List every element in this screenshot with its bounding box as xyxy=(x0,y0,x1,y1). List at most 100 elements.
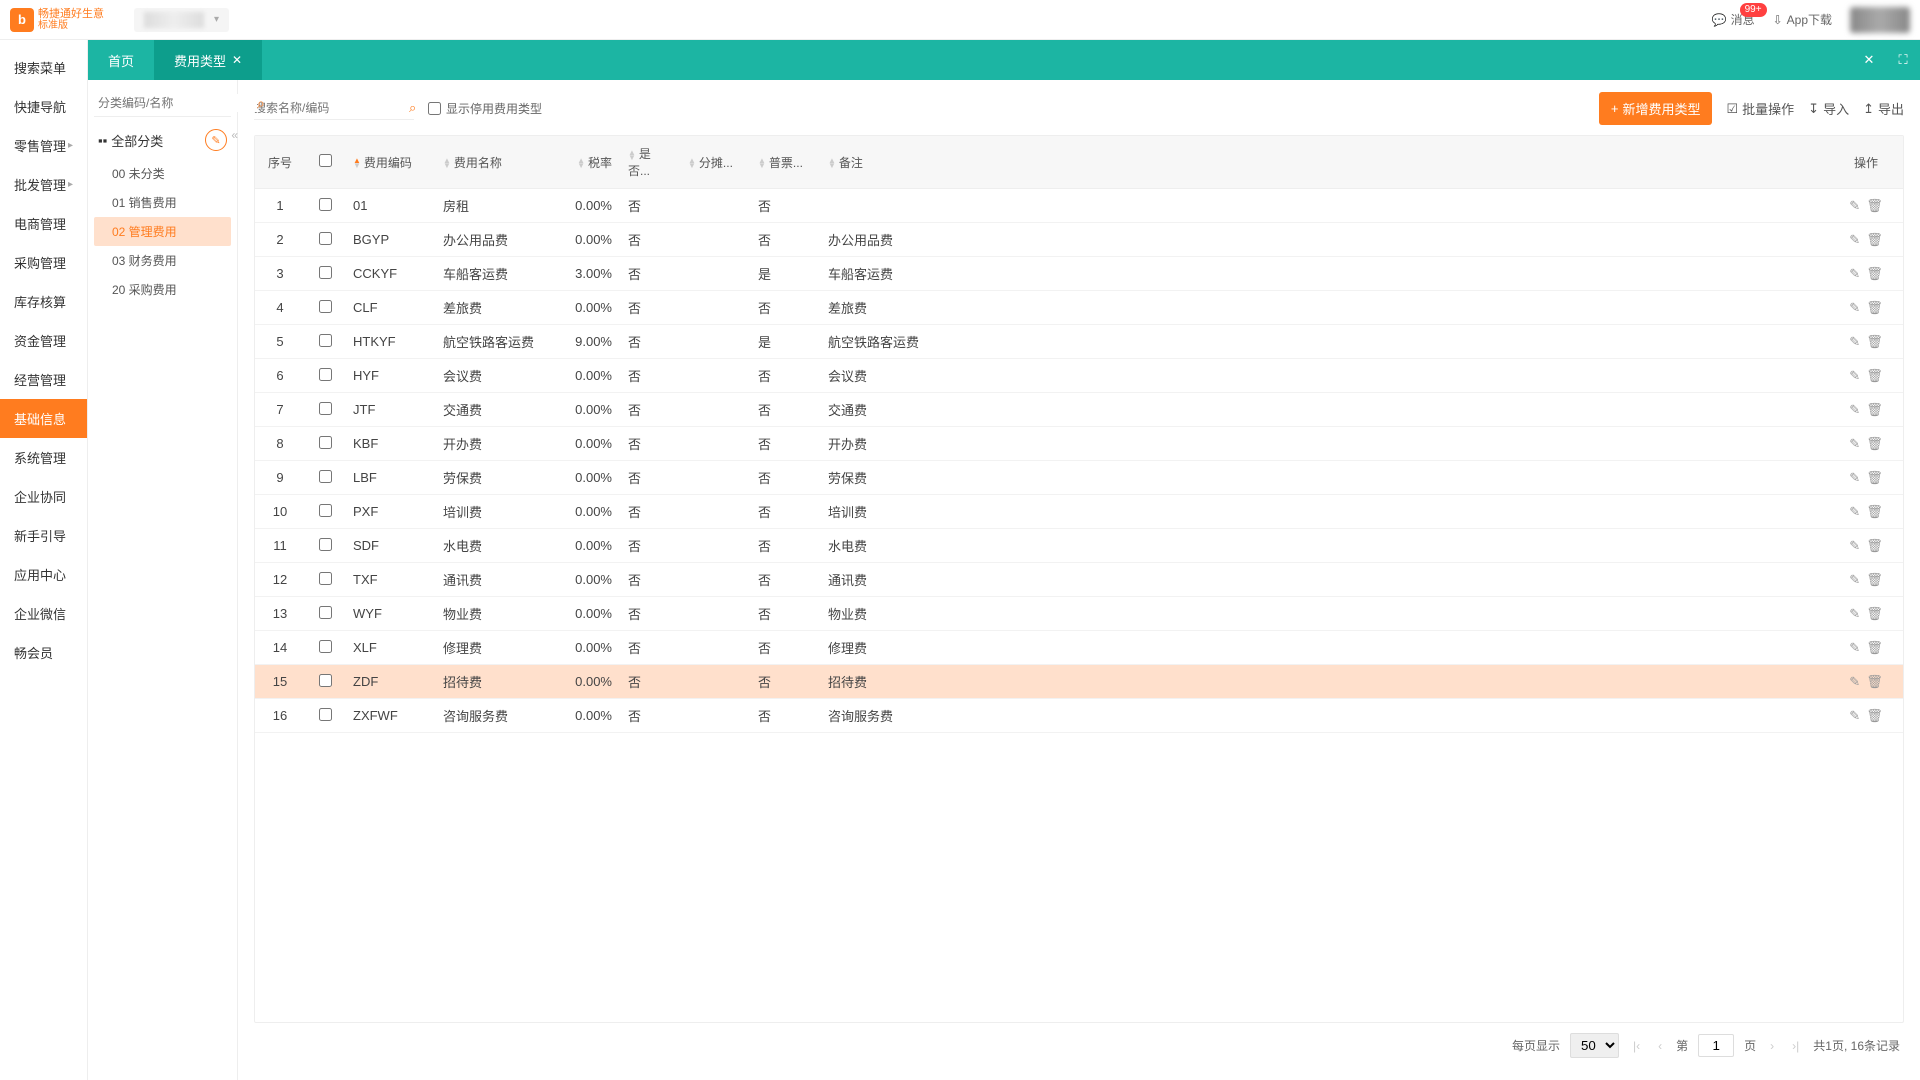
row-checkbox[interactable] xyxy=(319,300,332,313)
delete-icon[interactable]: 🗑 xyxy=(1866,606,1883,621)
fullscreen-button[interactable]: ⛶ xyxy=(1886,40,1920,80)
table-row[interactable]: 2BGYP办公用品费0.00%否否办公用品费✎🗑 xyxy=(255,223,1903,257)
delete-icon[interactable]: 🗑 xyxy=(1866,402,1883,417)
category-item[interactable]: 00 未分类 xyxy=(94,159,231,188)
category-search-input[interactable] xyxy=(94,94,257,112)
delete-icon[interactable]: 🗑 xyxy=(1866,640,1883,655)
edit-icon[interactable]: ✎ xyxy=(1849,266,1860,281)
delete-icon[interactable]: 🗑 xyxy=(1866,674,1883,689)
delete-icon[interactable]: 🗑 xyxy=(1866,198,1883,213)
row-checkbox[interactable] xyxy=(319,708,332,721)
row-checkbox[interactable] xyxy=(319,266,332,279)
row-checkbox[interactable] xyxy=(319,606,332,619)
search-icon[interactable]: ⌕ xyxy=(257,95,265,112)
sidebar-item[interactable]: 新手引导 xyxy=(0,516,87,555)
row-checkbox[interactable] xyxy=(319,538,332,551)
edit-icon[interactable]: ✎ xyxy=(1849,640,1860,655)
edit-icon[interactable]: ✎ xyxy=(1849,232,1860,247)
table-row[interactable]: 10PXF培训费0.00%否否培训费✎🗑 xyxy=(255,495,1903,529)
edit-icon[interactable]: ✎ xyxy=(1849,198,1860,213)
delete-icon[interactable]: 🗑 xyxy=(1866,504,1883,519)
pager-first-button[interactable]: |‹ xyxy=(1629,1039,1644,1053)
table-row[interactable]: 14XLF修理费0.00%否否修理费✎🗑 xyxy=(255,631,1903,665)
edit-icon[interactable]: ✎ xyxy=(1849,470,1860,485)
row-checkbox[interactable] xyxy=(319,470,332,483)
pager-prev-button[interactable]: ‹ xyxy=(1654,1039,1666,1053)
edit-icon[interactable]: ✎ xyxy=(1849,674,1860,689)
tab-close-all-button[interactable]: ✕ xyxy=(1852,40,1886,80)
sidebar-item[interactable]: 批发管理▸ xyxy=(0,165,87,204)
col-select-all[interactable] xyxy=(305,136,345,189)
col-remark[interactable]: ▲▼备注 xyxy=(820,136,1829,189)
category-edit-button[interactable]: ✎ xyxy=(205,129,227,151)
batch-button[interactable]: ☑ 批量操作 xyxy=(1726,99,1794,118)
add-button[interactable]: + 新增费用类型 xyxy=(1599,92,1713,125)
table-row[interactable]: 4CLF差旅费0.00%否否差旅费✎🗑 xyxy=(255,291,1903,325)
edit-icon[interactable]: ✎ xyxy=(1849,368,1860,383)
show-disabled-input[interactable] xyxy=(428,102,441,115)
sidebar-item[interactable]: 企业协同 xyxy=(0,477,87,516)
table-row[interactable]: 101房租0.00%否否✎🗑 xyxy=(255,189,1903,223)
delete-icon[interactable]: 🗑 xyxy=(1866,470,1883,485)
sidebar-item[interactable]: 资金管理 xyxy=(0,321,87,360)
delete-icon[interactable]: 🗑 xyxy=(1866,708,1883,723)
delete-icon[interactable]: 🗑 xyxy=(1866,300,1883,315)
edit-icon[interactable]: ✎ xyxy=(1849,300,1860,315)
table-row[interactable]: 3CCKYF车船客运费3.00%否是车船客运费✎🗑 xyxy=(255,257,1903,291)
col-code[interactable]: ▲▼费用编码 xyxy=(345,136,435,189)
edit-icon[interactable]: ✎ xyxy=(1849,334,1860,349)
sidebar-item[interactable]: 零售管理▸ xyxy=(0,126,87,165)
delete-icon[interactable]: 🗑 xyxy=(1866,538,1883,553)
table-row[interactable]: 16ZXFWF咨询服务费0.00%否否咨询服务费✎🗑 xyxy=(255,699,1903,733)
row-checkbox[interactable] xyxy=(319,198,332,211)
table-row[interactable]: 11SDF水电费0.00%否否水电费✎🗑 xyxy=(255,529,1903,563)
table-row[interactable]: 12TXF通讯费0.00%否否通讯费✎🗑 xyxy=(255,563,1903,597)
delete-icon[interactable]: 🗑 xyxy=(1866,334,1883,349)
col-name[interactable]: ▲▼费用名称 xyxy=(435,136,555,189)
col-ticket[interactable]: ▲▼普票... xyxy=(750,136,820,189)
company-selector[interactable]: ▾ xyxy=(134,8,229,32)
page-input[interactable] xyxy=(1698,1034,1734,1057)
tab[interactable]: 费用类型✕ xyxy=(154,40,262,80)
category-item[interactable]: 02 管理费用 xyxy=(94,217,231,246)
col-seq[interactable]: 序号 xyxy=(255,136,305,189)
app-download-button[interactable]: ⇩ App下载 xyxy=(1773,11,1832,28)
pager-last-button[interactable]: ›| xyxy=(1788,1039,1803,1053)
search-icon[interactable]: ⌕ xyxy=(409,100,416,116)
import-button[interactable]: ↧ 导入 xyxy=(1808,99,1849,118)
delete-icon[interactable]: 🗑 xyxy=(1866,368,1883,383)
search-input[interactable] xyxy=(254,101,409,115)
table-row[interactable]: 8KBF开办费0.00%否否开办费✎🗑 xyxy=(255,427,1903,461)
col-alloc[interactable]: ▲▼分摊... xyxy=(680,136,750,189)
category-root[interactable]: ▪▪ 全部分类 ✎ xyxy=(94,125,231,155)
table-row[interactable]: 6HYF会议费0.00%否否会议费✎🗑 xyxy=(255,359,1903,393)
sidebar-item[interactable]: 基础信息 xyxy=(0,399,87,438)
edit-icon[interactable]: ✎ xyxy=(1849,436,1860,451)
delete-icon[interactable]: 🗑 xyxy=(1866,266,1883,281)
edit-icon[interactable]: ✎ xyxy=(1849,402,1860,417)
sidebar-item[interactable]: 采购管理 xyxy=(0,243,87,282)
table-row[interactable]: 5HTKYF航空铁路客运费9.00%否是航空铁路客运费✎🗑 xyxy=(255,325,1903,359)
table-row[interactable]: 9LBF劳保费0.00%否否劳保费✎🗑 xyxy=(255,461,1903,495)
category-item[interactable]: 03 财务费用 xyxy=(94,246,231,275)
export-button[interactable]: ↥ 导出 xyxy=(1863,99,1904,118)
edit-icon[interactable]: ✎ xyxy=(1849,572,1860,587)
col-rate[interactable]: ▲▼税率 xyxy=(555,136,620,189)
sidebar-item[interactable]: 应用中心 xyxy=(0,555,87,594)
row-checkbox[interactable] xyxy=(319,504,332,517)
sidebar-item[interactable]: 库存核算 xyxy=(0,282,87,321)
sidebar-item[interactable]: 快捷导航 xyxy=(0,87,87,126)
close-icon[interactable]: ✕ xyxy=(232,53,242,67)
table-row[interactable]: 7JTF交通费0.00%否否交通费✎🗑 xyxy=(255,393,1903,427)
row-checkbox[interactable] xyxy=(319,402,332,415)
row-checkbox[interactable] xyxy=(319,334,332,347)
sidebar-item[interactable]: 系统管理 xyxy=(0,438,87,477)
pager-next-button[interactable]: › xyxy=(1766,1039,1778,1053)
row-checkbox[interactable] xyxy=(319,674,332,687)
select-all-checkbox[interactable] xyxy=(319,154,332,167)
collapse-panel-button[interactable]: « xyxy=(231,128,238,142)
delete-icon[interactable]: 🗑 xyxy=(1866,572,1883,587)
row-checkbox[interactable] xyxy=(319,436,332,449)
avatar[interactable] xyxy=(1850,7,1910,33)
table-row[interactable]: 13WYF物业费0.00%否否物业费✎🗑 xyxy=(255,597,1903,631)
